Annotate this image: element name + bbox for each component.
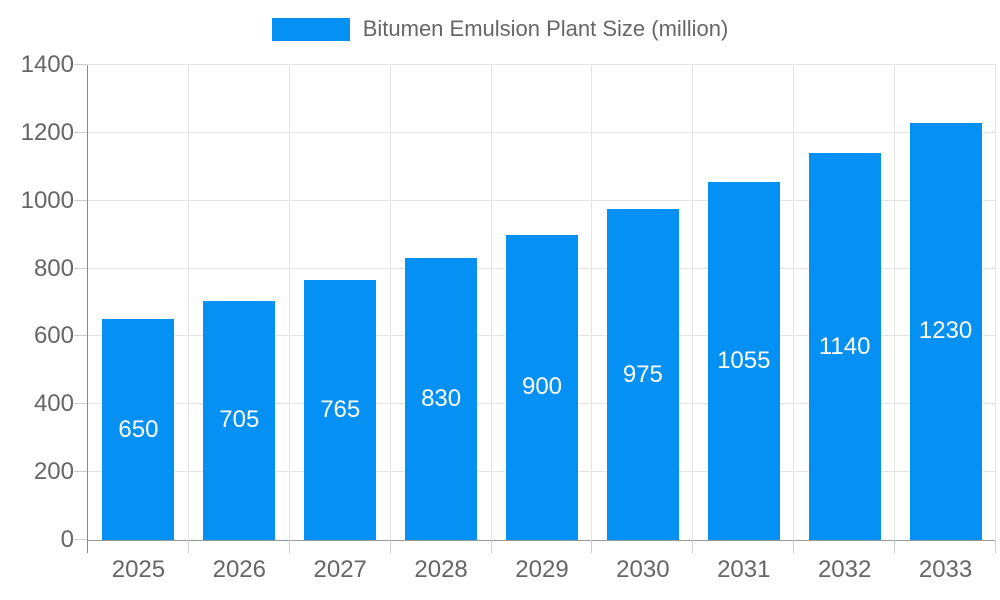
bar[interactable]: 1230 bbox=[909, 122, 982, 540]
x-axis-tick bbox=[289, 540, 290, 553]
x-axis-tick-label: 2032 bbox=[817, 556, 872, 583]
x-gridline bbox=[491, 65, 492, 540]
chart-legend: Bitumen Emulsion Plant Size (million) bbox=[0, 16, 1000, 42]
y-axis-extension bbox=[87, 540, 88, 553]
bar-value-label: 765 bbox=[320, 396, 361, 424]
x-axis-tick bbox=[188, 540, 189, 553]
y-axis-tick bbox=[74, 539, 87, 540]
x-gridline bbox=[289, 65, 290, 540]
x-axis-tick bbox=[894, 540, 895, 553]
legend-item[interactable]: Bitumen Emulsion Plant Size (million) bbox=[271, 16, 729, 42]
bar[interactable]: 765 bbox=[304, 280, 377, 540]
x-axis-tick-label: 2030 bbox=[616, 556, 670, 583]
y-axis-tick-label: 600 bbox=[33, 322, 74, 350]
x-axis-tick bbox=[793, 540, 794, 553]
x-axis-tick-label: 2027 bbox=[313, 556, 367, 583]
x-axis-tick bbox=[390, 540, 391, 553]
x-gridline bbox=[995, 65, 996, 540]
bar-value-label: 650 bbox=[118, 415, 159, 443]
y-axis-tick bbox=[74, 335, 87, 337]
y-gridline bbox=[88, 64, 996, 65]
bar[interactable]: 705 bbox=[203, 300, 276, 540]
bar-value-label: 705 bbox=[219, 406, 260, 434]
y-axis-tick bbox=[74, 267, 87, 269]
y-gridline bbox=[88, 199, 996, 201]
x-axis-tick-label: 2033 bbox=[918, 556, 973, 583]
y-axis-tick bbox=[74, 471, 87, 473]
y-axis-tick-label: 400 bbox=[33, 390, 74, 418]
x-gridline bbox=[894, 65, 895, 540]
bar[interactable]: 650 bbox=[102, 319, 175, 540]
x-gridline bbox=[188, 65, 189, 540]
bar-value-label: 900 bbox=[521, 373, 563, 401]
y-axis-tick-label: 800 bbox=[33, 254, 74, 282]
bar-value-label: 1140 bbox=[818, 332, 871, 360]
bar[interactable]: 1055 bbox=[707, 182, 780, 540]
bar[interactable]: 900 bbox=[506, 234, 578, 540]
x-gridline bbox=[692, 65, 693, 540]
bar-value-label: 1230 bbox=[918, 317, 973, 345]
y-gridline bbox=[88, 131, 996, 133]
bar[interactable]: 975 bbox=[606, 209, 679, 540]
bar-value-label: 1055 bbox=[717, 347, 771, 375]
y-axis-tick-label: 1000 bbox=[20, 186, 74, 214]
plot-area: 0 200 400 600 800 1000 1200 1400 650 2025 705 2026 7… bbox=[21, 53, 996, 582]
x-axis-tick bbox=[995, 540, 996, 553]
x-axis-tick-label: 2031 bbox=[717, 556, 771, 583]
y-axis-tick bbox=[74, 131, 87, 133]
x-axis-tick bbox=[591, 540, 592, 553]
x-axis-tick-label: 2029 bbox=[515, 556, 569, 583]
y-axis-tick bbox=[74, 403, 87, 405]
bar-value-label: 830 bbox=[421, 385, 462, 413]
x-gridline bbox=[793, 65, 794, 540]
x-axis-tick bbox=[692, 540, 693, 553]
x-axis-tick bbox=[491, 540, 492, 553]
x-gridline bbox=[591, 65, 592, 540]
y-axis-tick-label: 1200 bbox=[20, 118, 74, 146]
x-gridline bbox=[390, 65, 391, 540]
y-axis-tick bbox=[74, 199, 87, 201]
x-axis-tick-label: 2028 bbox=[414, 556, 468, 583]
bar[interactable]: 830 bbox=[405, 258, 478, 540]
y-axis-tick-label: 200 bbox=[33, 458, 74, 486]
legend-series-label: Bitumen Emulsion Plant Size (million) bbox=[362, 16, 729, 41]
bar-value-label: 975 bbox=[622, 360, 663, 388]
y-axis-tick bbox=[74, 64, 87, 65]
bar[interactable]: 1140 bbox=[808, 153, 881, 540]
x-axis-tick-label: 2026 bbox=[212, 556, 266, 583]
legend-color-swatch bbox=[271, 17, 350, 41]
y-axis-tick-label: 0 bbox=[60, 526, 74, 553]
y-axis-tick-label: 1400 bbox=[20, 51, 74, 78]
x-axis-tick-label: 2025 bbox=[111, 556, 166, 583]
